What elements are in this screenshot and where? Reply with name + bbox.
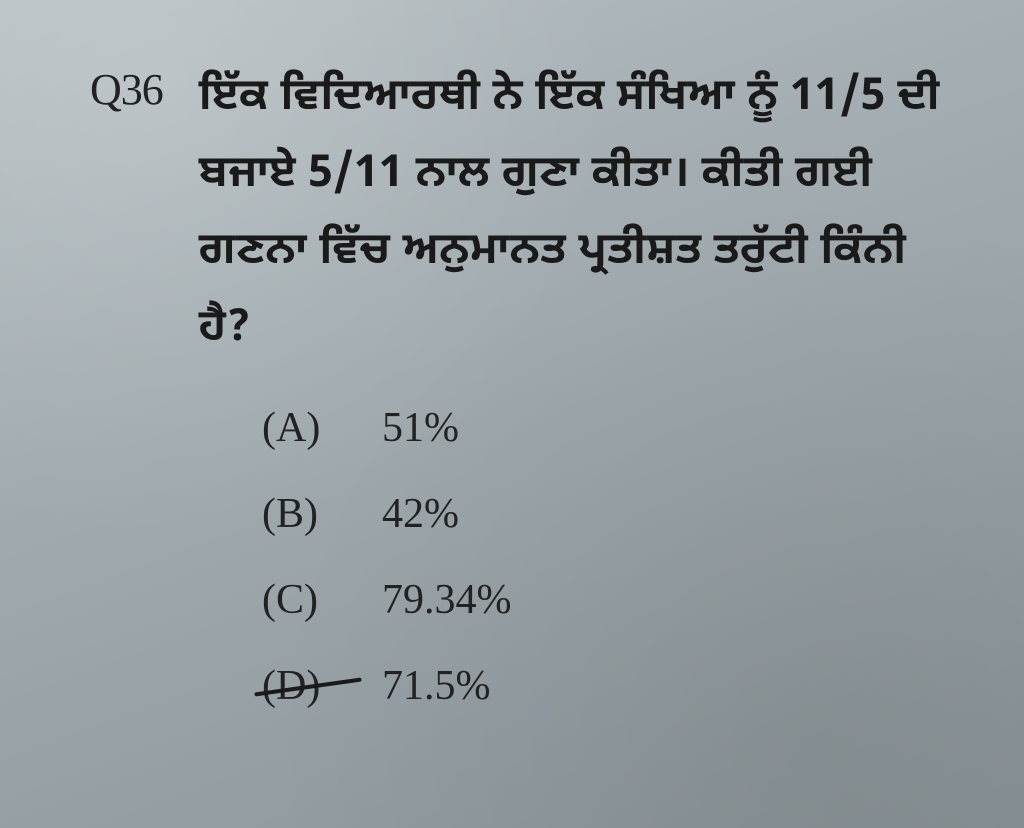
option-b[interactable]: (B) 42% [262, 490, 954, 538]
exam-page: Q36 ਇੱਕ ਵਿਦਿਆਰਥੀ ਨੇ ਇੱਕ ਸੰਖਿਆ ਨੂੰ 11/5 ਦ… [0, 0, 1024, 788]
options-list: (A) 51% (B) 42% (C) 79.34% (D) 71.5% [262, 404, 954, 710]
option-value: 51% [382, 404, 459, 452]
option-letter: (A) [262, 404, 342, 452]
question-text: ਇੱਕ ਵਿਦਿਆਰਥੀ ਨੇ ਇੱਕ ਸੰਖਿਆ ਨੂੰ 11/5 ਦੀ ਬਜ… [199, 60, 954, 368]
question-block: Q36 ਇੱਕ ਵਿਦਿਆਰਥੀ ਨੇ ਇੱਕ ਸੰਖਿਆ ਨੂੰ 11/5 ਦ… [90, 60, 954, 368]
option-d[interactable]: (D) 71.5% [262, 662, 954, 710]
option-c[interactable]: (C) 79.34% [262, 576, 954, 624]
option-value: 79.34% [382, 576, 512, 624]
option-value: 71.5% [382, 662, 491, 710]
option-a[interactable]: (A) 51% [262, 404, 954, 452]
option-letter: (C) [262, 576, 342, 624]
option-letter: (D) [262, 662, 342, 710]
option-value: 42% [382, 490, 459, 538]
option-letter: (B) [262, 490, 342, 538]
question-number: Q36 [90, 64, 163, 115]
